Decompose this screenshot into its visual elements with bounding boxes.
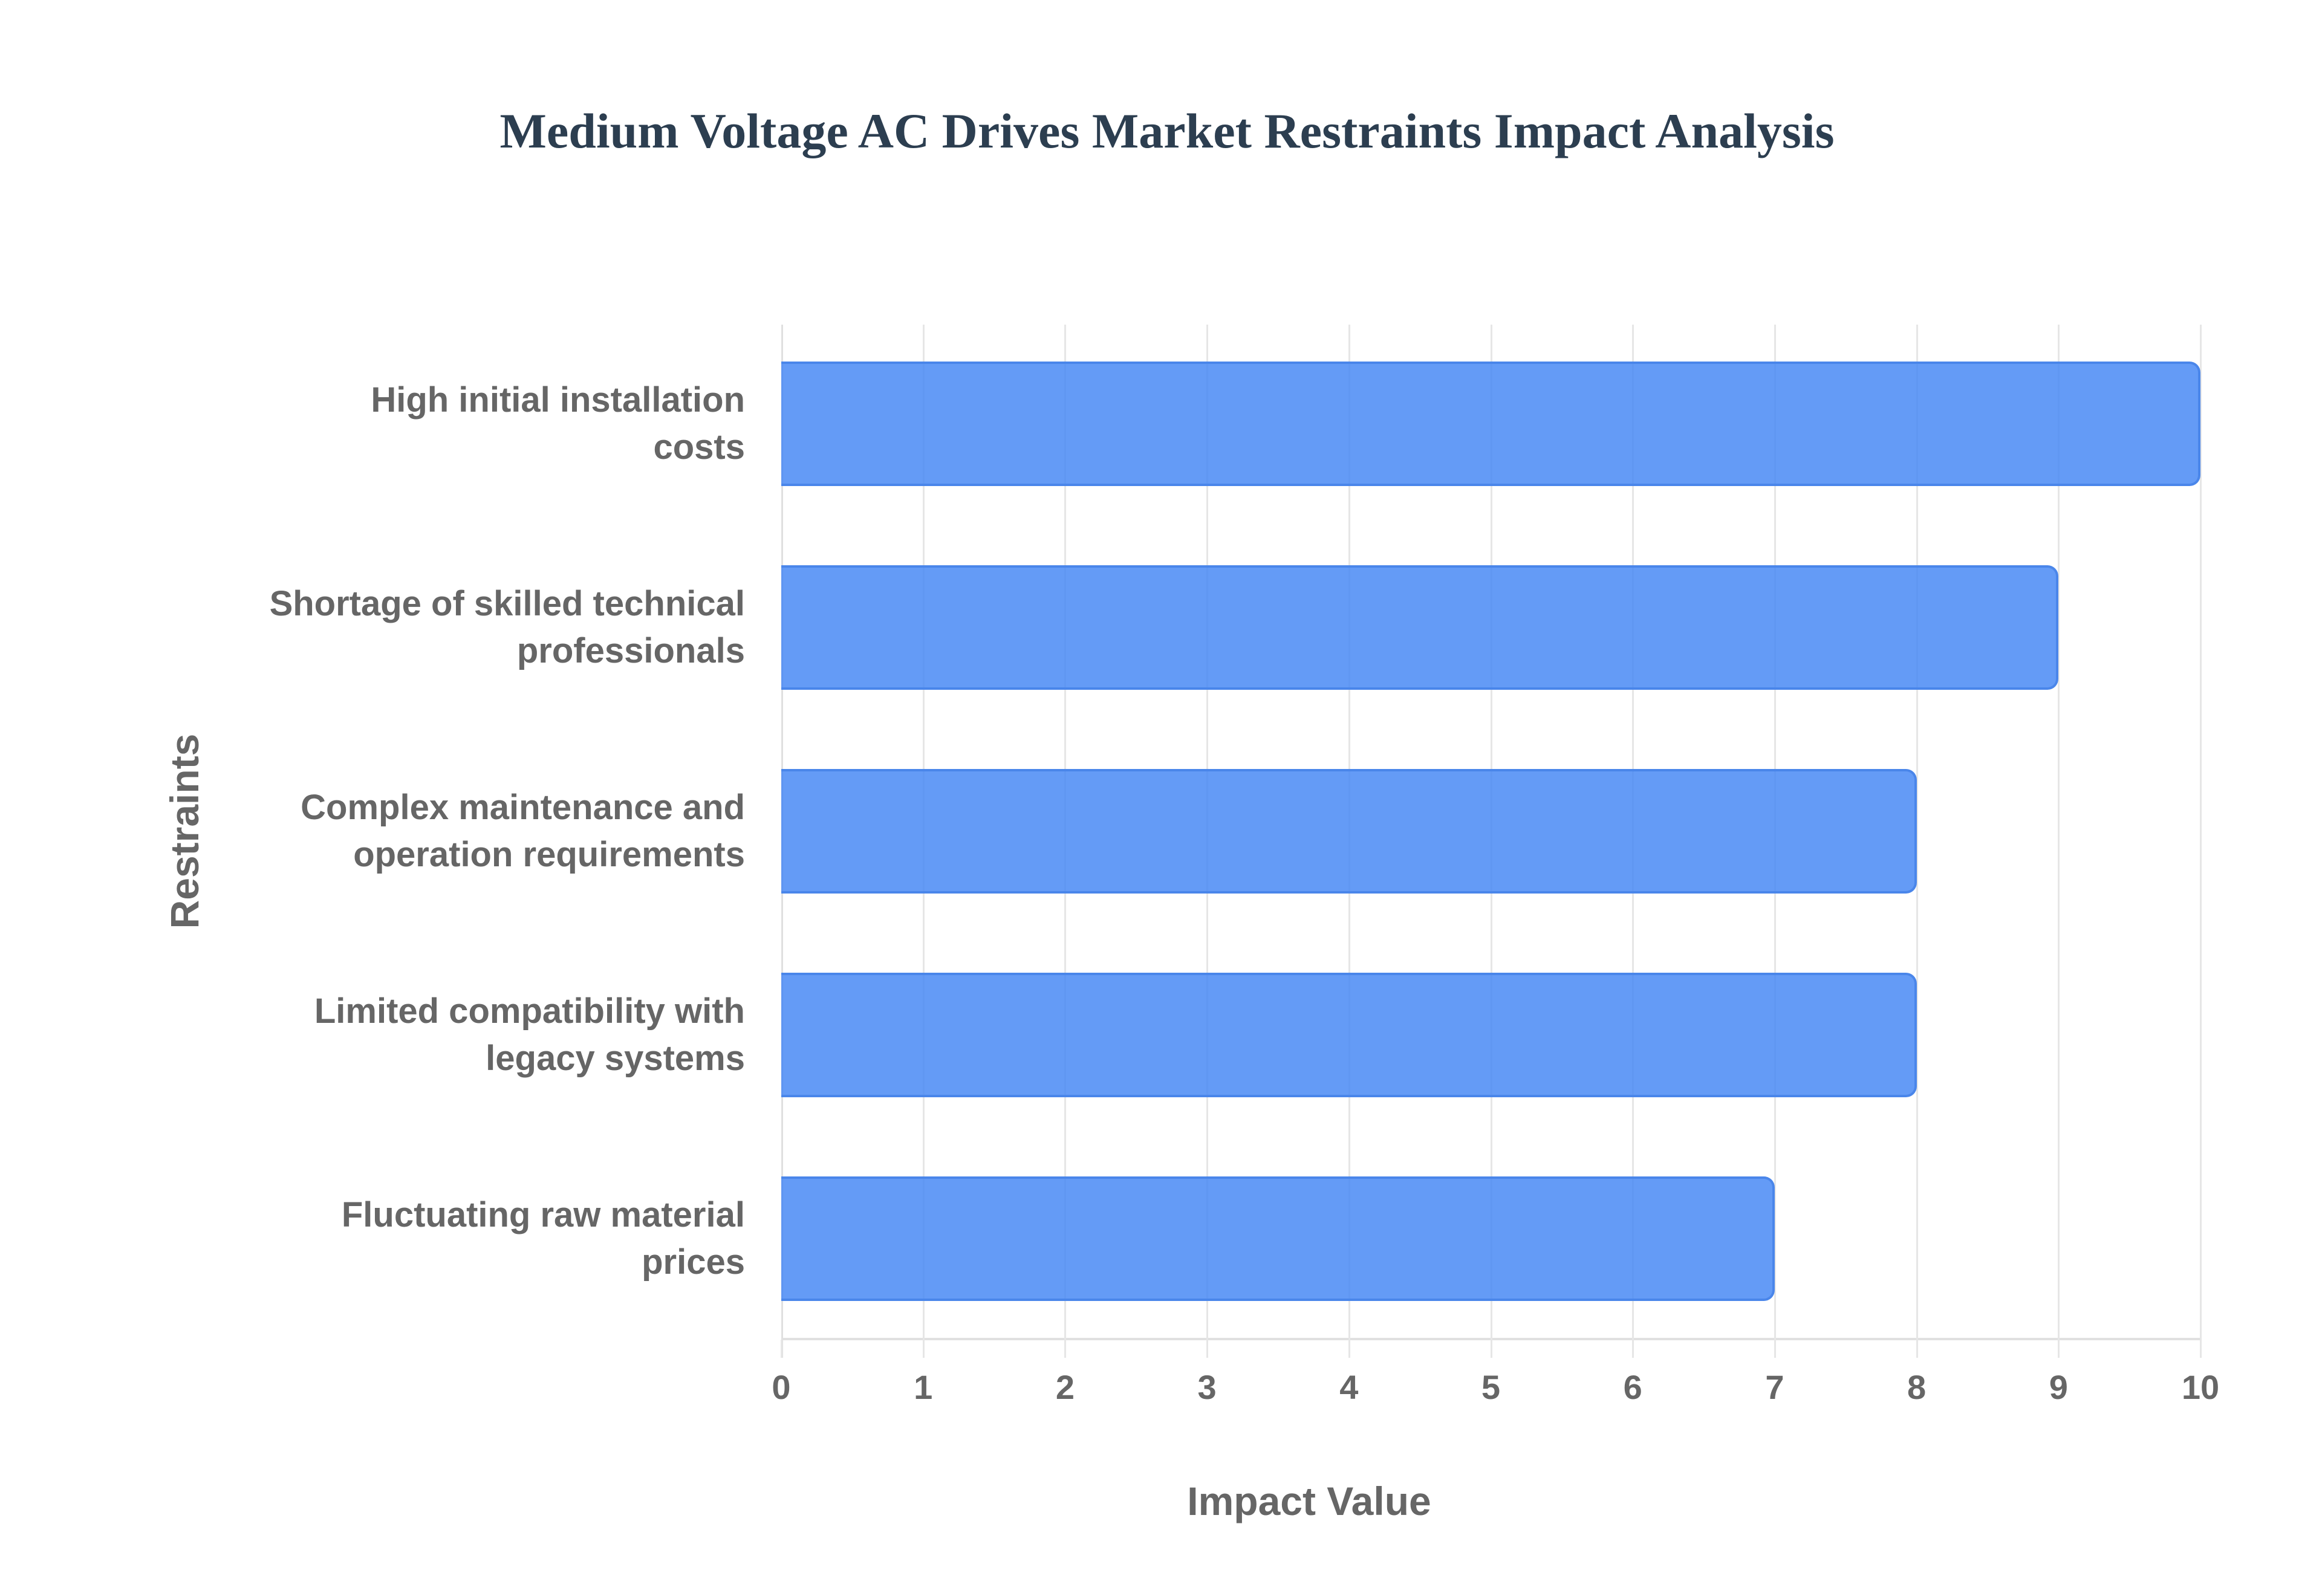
tick-mark — [2058, 1340, 2060, 1358]
x-axis-title: Impact Value — [1187, 1479, 1431, 1523]
tick-mark — [1490, 1340, 1492, 1358]
y-tick-label-line: Complex maintenance and — [301, 788, 745, 827]
x-tick-label: 3 — [1197, 1368, 1217, 1406]
x-tick-label: 1 — [914, 1368, 933, 1406]
x-tick-label: 5 — [1481, 1368, 1501, 1406]
y-tick-label-line: legacy systems — [486, 1039, 745, 1078]
plot-area — [781, 325, 2202, 1358]
x-tick-label: 7 — [1765, 1368, 1784, 1406]
y-tick-label: Fluctuating raw material prices — [201, 1192, 745, 1286]
tick-mark — [1206, 1340, 1209, 1358]
tick-mark — [922, 1340, 925, 1358]
y-tick-label-line: Limited compatibility with — [314, 991, 745, 1031]
x-tick-label: 9 — [2049, 1368, 2068, 1406]
tick-mark — [1916, 1340, 1918, 1358]
gridline — [1916, 325, 1918, 1340]
y-tick-label-line: professionals — [516, 631, 745, 670]
bar[interactable] — [781, 362, 2200, 486]
y-tick-label: High initial installation costs — [201, 377, 745, 471]
x-tick-label: 6 — [1623, 1368, 1642, 1406]
gridline — [2200, 325, 2202, 1340]
y-tick-label-line: High initial installation — [371, 380, 745, 420]
bar[interactable] — [781, 769, 1917, 894]
chart-title: Medium Voltage AC Drives Market Restrain… — [499, 103, 1835, 158]
tick-mark — [1774, 1340, 1776, 1358]
x-tick-label: 4 — [1339, 1368, 1359, 1406]
x-tick-label: 8 — [1907, 1368, 1927, 1406]
tick-mark — [1632, 1340, 1634, 1358]
tick-mark — [1348, 1340, 1350, 1358]
y-tick-label-line: operation requirements — [353, 835, 745, 874]
tick-mark — [2200, 1340, 2202, 1358]
gridline — [2058, 325, 2060, 1340]
y-tick-label-line: Fluctuating raw material — [341, 1195, 745, 1234]
tick-mark — [781, 1340, 782, 1358]
bar[interactable] — [781, 973, 1917, 1097]
y-tick-label: Shortage of skilled technical professiona… — [201, 580, 745, 675]
x-tick-label: 10 — [2181, 1368, 2220, 1406]
bar[interactable] — [781, 565, 2059, 690]
y-tick-label: Complex maintenance and operation require… — [201, 784, 745, 878]
tick-mark — [1064, 1340, 1067, 1358]
y-tick-label-line: costs — [653, 427, 745, 467]
y-tick-label-line: prices — [642, 1242, 745, 1282]
x-tick-label: 2 — [1055, 1368, 1075, 1406]
bar[interactable] — [781, 1176, 1775, 1301]
y-tick-label: Limited compatibility with legacy systems — [201, 988, 745, 1082]
y-tick-label-line: Shortage of skilled technical — [269, 584, 745, 623]
x-tick-label: 0 — [772, 1368, 791, 1406]
